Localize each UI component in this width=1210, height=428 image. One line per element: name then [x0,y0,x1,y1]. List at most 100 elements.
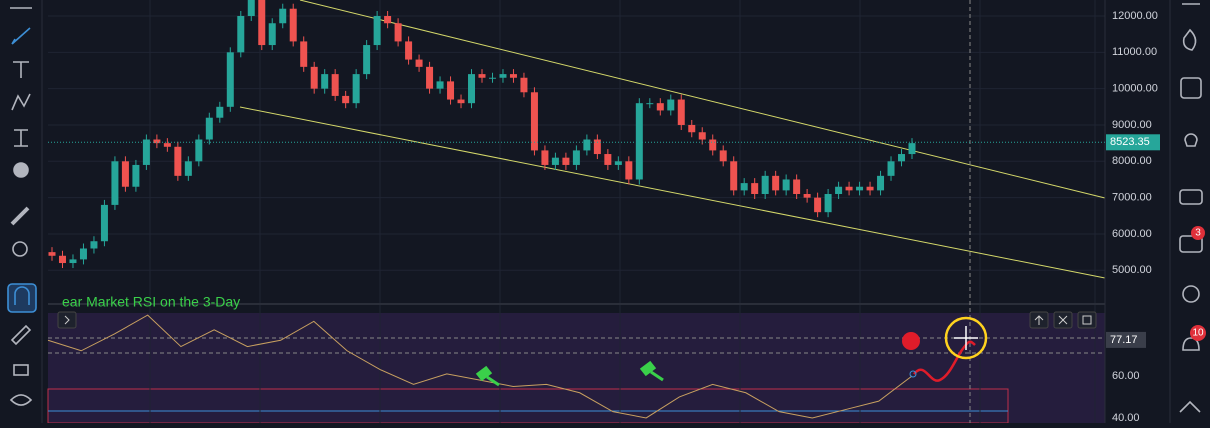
candle-body [866,186,874,191]
candle-body [321,74,329,89]
candle-body [48,252,56,256]
tool[interactable] [13,162,29,178]
magnet-tool[interactable] [7,283,37,313]
right-toolbar [1170,0,1210,423]
candle-body [583,139,591,151]
magnet [14,286,30,305]
candle-body [793,179,801,195]
candle-body [719,150,727,162]
candle-body [887,161,895,176]
candle-body [856,186,864,191]
last-price-tag [1106,134,1160,151]
cursor-highlight [944,316,988,360]
collapse-button[interactable] [57,311,77,329]
y-tick-label: 12000.00 [1112,10,1158,22]
tool[interactable] [10,324,32,346]
candle-body [216,106,224,118]
badge-count: 3 [1195,228,1201,239]
rsi-tick-label: 40.00 [1112,412,1140,423]
candle-body [153,139,161,144]
candle-body [468,74,476,104]
candle-body [488,77,496,79]
side-icon[interactable] [1184,133,1198,147]
tool[interactable] [11,27,31,45]
candle-body [656,103,664,111]
tool[interactable] [10,206,30,226]
candle-body [79,248,87,260]
y-tick-label: 10000.00 [1112,83,1158,95]
candle-body [877,175,885,191]
button-glyphs [1034,315,1092,325]
cursor [954,326,978,350]
candle-body [761,175,769,195]
candle-body [625,161,633,180]
badge [1191,226,1205,240]
candle-body [562,157,570,165]
tool[interactable] [14,129,28,147]
point [909,370,917,378]
candle-body [90,241,98,249]
candle-body [300,41,308,67]
candle-body [226,52,234,107]
candle-body [384,15,392,24]
maximize-button[interactable] [1077,311,1097,329]
candle-body [614,161,622,165]
candle-body [352,74,360,104]
rsi-value-tag [1106,331,1146,348]
candle-body [247,0,255,16]
candle-body [688,124,696,133]
pane-buttons [1029,311,1097,329]
tool-icons [7,7,37,406]
candle-body [174,146,182,176]
y-tick-label: 8000.00 [1112,155,1152,167]
candle-body [184,161,192,176]
side-icon[interactable] [1179,235,1203,253]
candle-body [373,15,381,46]
y-tick-label: 5000.00 [1112,264,1152,276]
candle-body [195,139,203,162]
gavel-icon [639,360,664,382]
candle-body [803,194,811,198]
price-axis [1105,0,1168,423]
candle-body [709,139,717,151]
y-tick-label: 6000.00 [1112,228,1152,240]
rsi-tick-label: 60.00 [1112,370,1140,382]
side-icon[interactable] [1180,77,1202,99]
candle-body [520,77,528,93]
rsi-value-label: 77.17 [1110,334,1138,346]
candle-body [814,197,822,213]
candle-body [572,150,580,165]
side-icon[interactable] [1179,189,1203,205]
side-icon[interactable] [1182,28,1197,51]
candle-body [604,154,612,165]
candle-body [258,0,266,46]
candle-body [69,259,77,264]
y-tick-label: 9000.00 [1112,119,1152,131]
side-icon[interactable] [1182,337,1200,351]
badge-count: 10 [1192,328,1204,339]
candle-body [237,15,245,53]
candle-body [447,81,455,100]
tool[interactable] [9,394,33,406]
candle-body [898,154,906,162]
tool[interactable] [13,364,29,376]
candle-body [279,8,287,24]
side-icon[interactable] [1179,400,1201,413]
candle-body [342,95,350,104]
y-tick-label: 7000.00 [1112,192,1152,204]
candle-body [268,23,276,46]
candle-body [405,41,413,60]
question-icon [902,332,920,350]
candle-body [394,23,402,42]
tool[interactable] [12,241,28,257]
candle-body [698,132,706,140]
tool[interactable] [13,61,29,78]
candle-body [132,164,140,187]
candle-body [782,179,790,191]
indicator-title: ear Market RSI on the 3-Day [62,294,240,310]
side-icon[interactable] [1182,285,1200,303]
trend-line-lower [239,106,1106,279]
candle-body [530,92,538,151]
tool[interactable] [11,93,31,111]
